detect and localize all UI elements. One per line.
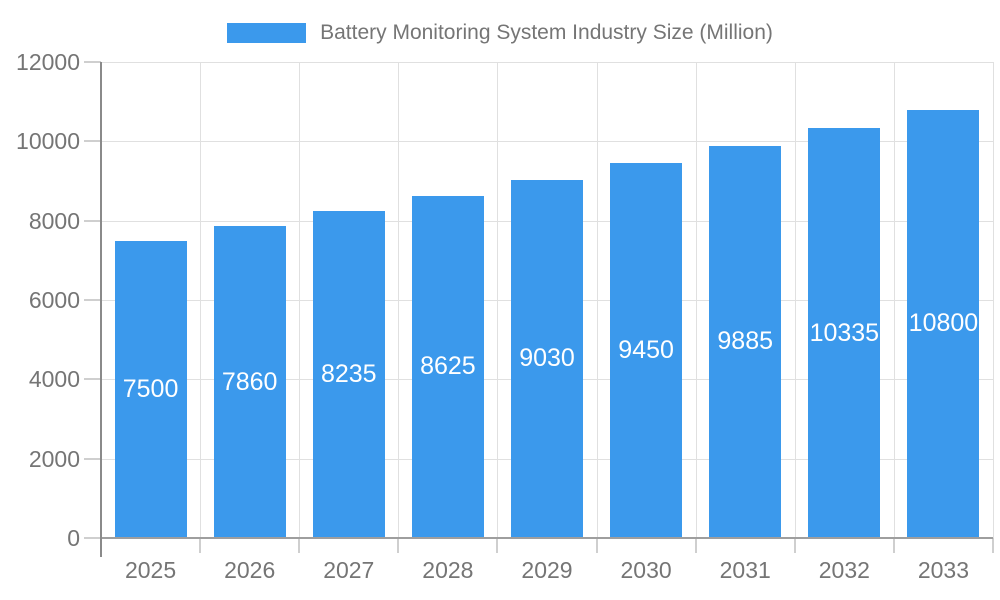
gridline-vertical (398, 62, 400, 538)
y-axis-tick (84, 61, 101, 63)
y-axis-tick (84, 219, 101, 222)
gridline-vertical (893, 62, 895, 538)
y-axis-tick-label: 4000 (28, 366, 80, 393)
gridline-vertical (299, 62, 301, 538)
x-axis-tick-label: 2026 (224, 557, 276, 583)
bar-2025[interactable]: 7500 (114, 240, 187, 538)
bar-2032[interactable]: 10335 (808, 128, 881, 538)
x-axis-tick (496, 538, 499, 553)
bar-value-label: 9030 (519, 344, 575, 373)
x-axis-tick (199, 538, 202, 553)
bar-value-label: 8235 (320, 360, 377, 389)
y-axis-tick-label: 12000 (16, 49, 80, 75)
bar-2030[interactable]: 9450 (610, 163, 683, 538)
x-axis-tick-label: 2027 (323, 557, 375, 583)
bar-2029[interactable]: 9030 (511, 179, 583, 538)
y-axis-tick (84, 457, 101, 460)
x-axis-tick (595, 538, 598, 553)
bar-2031[interactable]: 9885 (709, 145, 782, 538)
x-axis-tick-label: 2031 (719, 557, 771, 583)
gridline-vertical (596, 62, 598, 538)
y-axis-tick (84, 378, 101, 381)
legend-label: Battery Monitoring System Industry Size … (320, 21, 773, 44)
x-axis-tick (992, 538, 994, 553)
y-axis-tick (84, 537, 101, 539)
bar-2027[interactable]: 8235 (312, 211, 385, 538)
bar-value-label: 7500 (122, 374, 179, 403)
bar-value-label: 9450 (618, 336, 674, 365)
bar-value-label: 8625 (420, 352, 476, 381)
x-axis-tick (892, 538, 895, 553)
bar-value-label: 10335 (809, 318, 880, 347)
gridline-horizontal (101, 62, 993, 63)
bar-value-label: 9885 (717, 327, 774, 356)
bar-value-label: 10800 (908, 309, 979, 338)
legend-swatch (227, 23, 307, 43)
gridline-vertical (993, 62, 994, 538)
x-axis-tick-label: 2028 (422, 557, 474, 583)
gridline-vertical (794, 62, 796, 538)
bar-2026[interactable]: 7860 (213, 226, 286, 538)
x-axis-tick (298, 538, 301, 553)
gridline-vertical (497, 62, 499, 538)
x-axis-tick (397, 538, 400, 553)
y-axis-tick (84, 140, 101, 143)
x-axis-tick-label: 2033 (917, 557, 970, 583)
y-axis-line (100, 62, 102, 557)
x-axis-tick-label: 2029 (521, 557, 573, 583)
y-axis-tick-label: 2000 (28, 445, 80, 472)
gridline-vertical (695, 62, 697, 538)
gridline-horizontal (101, 141, 993, 143)
y-axis-tick-label: 6000 (28, 287, 80, 313)
legend: Battery Monitoring System Industry Size … (0, 21, 1000, 44)
x-axis-tick-label: 2025 (124, 557, 177, 583)
x-axis-line (101, 537, 993, 539)
gridline-vertical (200, 62, 202, 538)
x-axis-tick (793, 538, 796, 553)
y-axis-tick-label: 8000 (28, 207, 80, 234)
y-axis-tick-label: 10000 (16, 128, 80, 155)
y-axis-tick (84, 299, 101, 301)
bar-2028[interactable]: 8625 (411, 195, 484, 538)
x-axis-tick-label: 2032 (818, 557, 870, 583)
bar-2033[interactable]: 10800 (907, 109, 980, 538)
x-axis-tick (694, 538, 697, 553)
y-axis-tick-label: 0 (67, 525, 80, 551)
bar-value-label: 7860 (221, 367, 278, 396)
x-axis-tick-label: 2030 (620, 557, 672, 583)
